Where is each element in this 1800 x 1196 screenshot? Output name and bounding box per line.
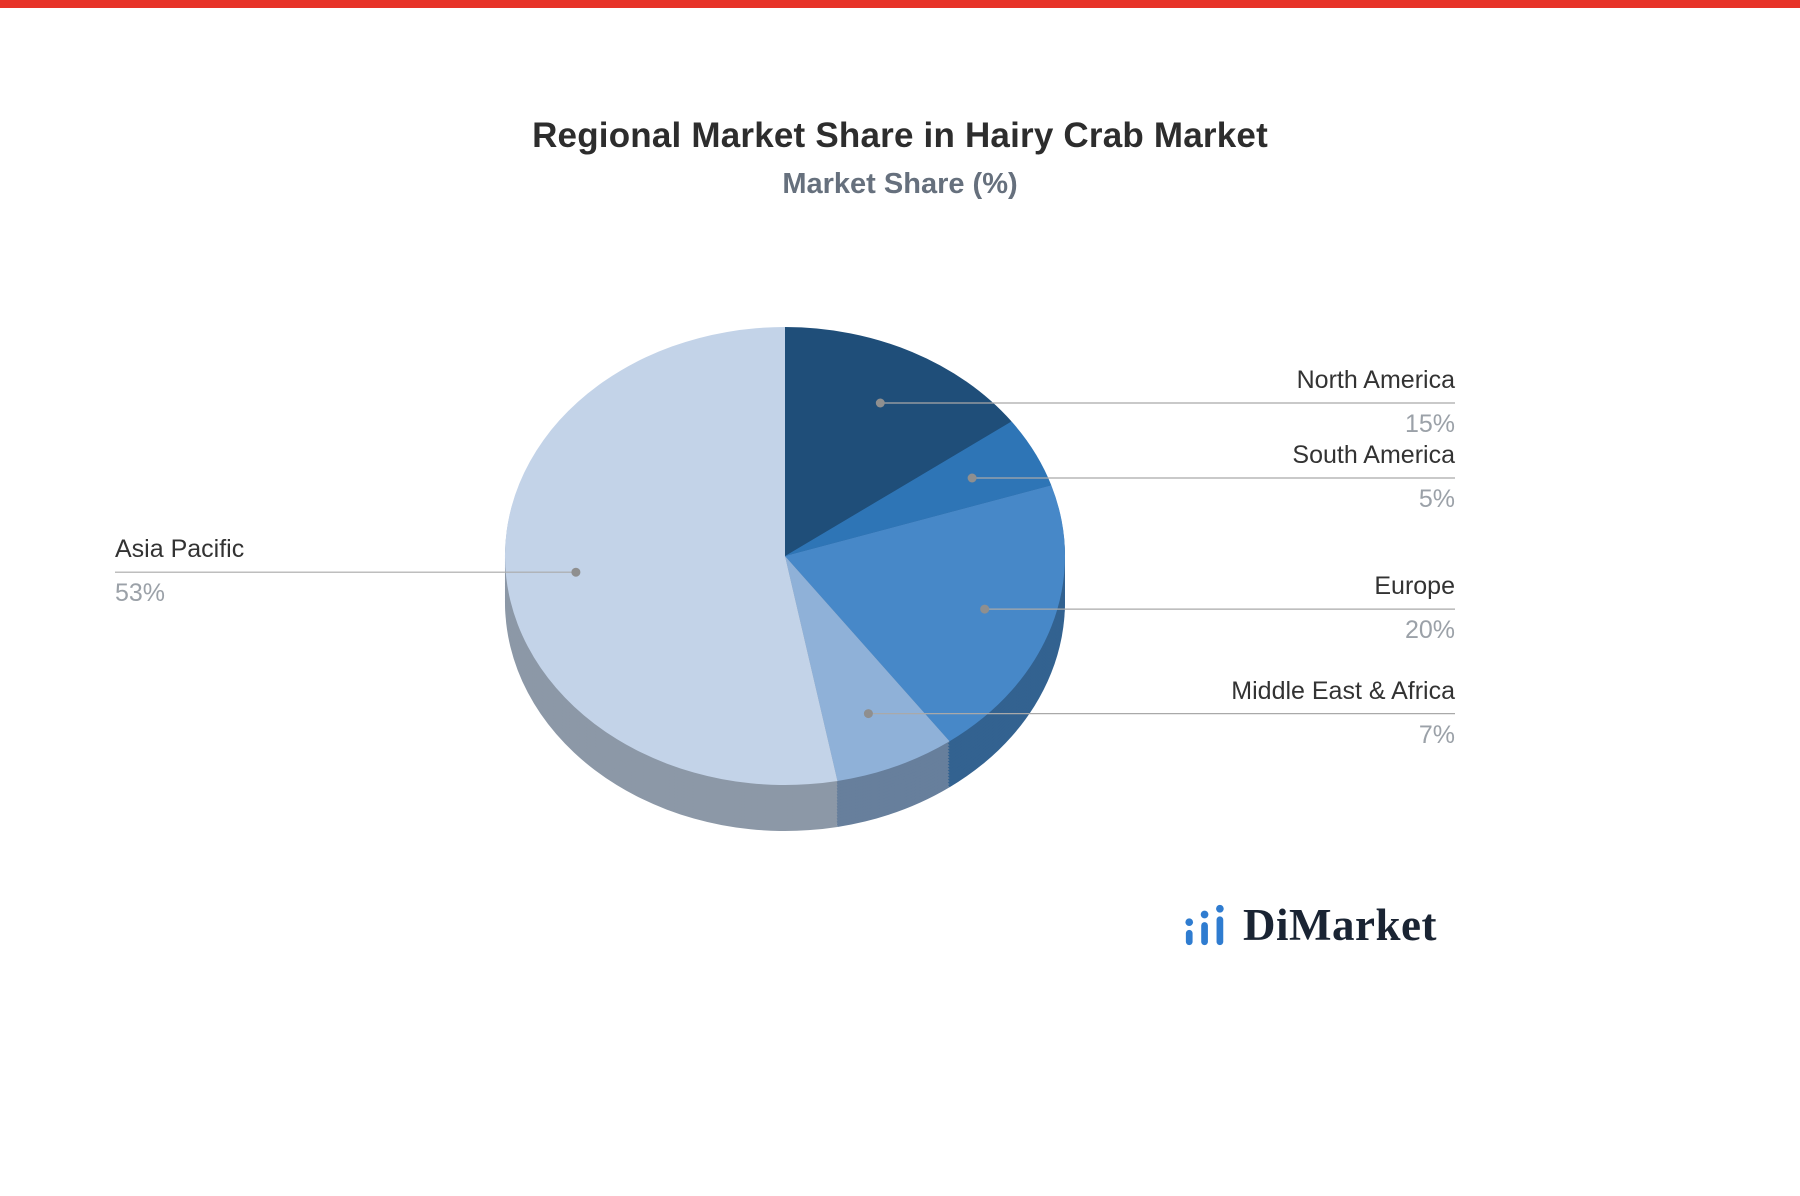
bar-chart-icon	[1185, 904, 1224, 945]
segment-value: 15%	[1404, 409, 1455, 438]
pie-slice-middle-east-africa[interactable]	[785, 556, 950, 781]
segment-label: Europe	[1374, 572, 1455, 601]
logo-text: DiMarket	[1243, 900, 1437, 950]
pie-slice-asia-pacific[interactable]	[504, 327, 838, 786]
segment-label: Middle East & Africa	[1231, 676, 1455, 705]
callout-europe: Europe 20%	[1374, 570, 1455, 646]
callout-dot	[571, 567, 581, 577]
callout-dot	[875, 398, 885, 408]
segment-label: South America	[1292, 441, 1455, 470]
callout-middle-east-africa: Middle East & Africa 7%	[1231, 675, 1455, 751]
callout-asia-pacific: Asia Pacific 53%	[115, 533, 244, 609]
callout-south-america: South America 5%	[1292, 439, 1455, 515]
callout-north-america: North America 15%	[1297, 364, 1455, 440]
callout-dot	[863, 709, 873, 719]
segment-value: 5%	[1418, 485, 1455, 514]
pie-slice-europe[interactable]	[785, 485, 1066, 742]
top-accent-bar	[0, 0, 1800, 8]
segment-value: 20%	[1404, 616, 1455, 645]
segment-value: 7%	[1418, 720, 1455, 749]
chart-title: Regional Market Share in Hairy Crab Mark…	[532, 116, 1268, 155]
callout-dot	[967, 473, 977, 483]
segment-label: North America	[1296, 365, 1455, 394]
callout-dot	[980, 604, 990, 614]
chart-subtitle: Market Share (%)	[782, 168, 1018, 200]
pie-slice-south-america[interactable]	[785, 421, 1052, 556]
pie-slice-north-america[interactable]	[785, 327, 1012, 556]
segment-label: Asia Pacific	[115, 535, 245, 564]
segment-value: 53%	[115, 579, 166, 608]
dimarket-logo: DiMarket	[1183, 900, 1437, 951]
